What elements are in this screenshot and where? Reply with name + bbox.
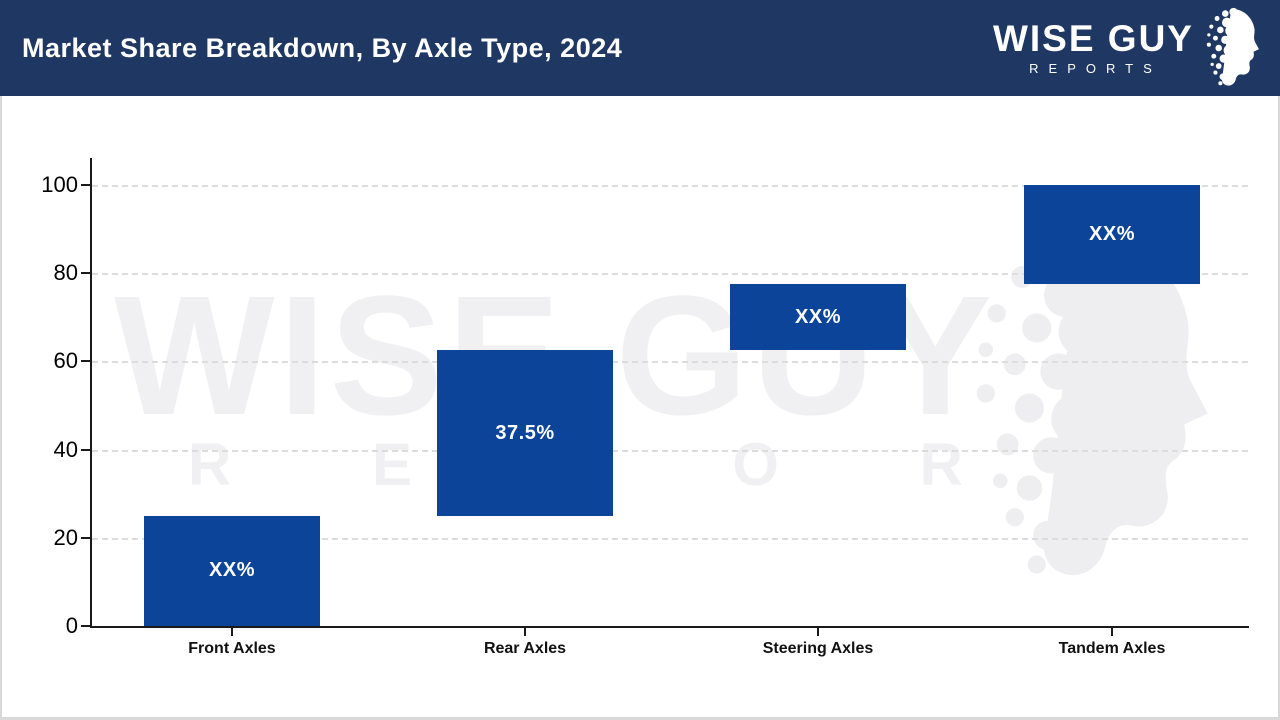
gridline-80 [92,273,1248,276]
y-tick-label-60: 60 [53,348,78,374]
y-tick-40 [81,448,90,451]
x-label-3: Tandem Axles [1058,640,1166,657]
y-tick-0 [81,625,90,627]
y-tick-80 [81,272,90,275]
y-tick-100 [81,184,90,186]
bar-value-label: XX% [1089,223,1135,246]
logo-text: WISE GUY REPORTS [992,18,1194,76]
x-tick-0 [231,628,233,636]
logo-wiseguy-label: WISE GUY [992,18,1194,60]
x-label-0: Front Axles [188,640,276,657]
x-tick-2 [817,628,819,636]
page-title: Market Share Breakdown, By Axle Type, 20… [22,32,623,63]
gridline-60 [92,361,1248,364]
x-label-1: Rear Axles [483,640,567,657]
wise-guy-logo: WISE GUY REPORTS [993,7,1264,89]
y-tick-label-0: 0 [65,613,78,638]
bar-front-axles: XX% [144,515,320,626]
y-tick-label-20: 20 [53,524,78,550]
gridline-100 [92,185,1248,187]
y-tick-label-40: 40 [53,436,78,462]
bar-tandem-axles: XX% [1024,185,1200,285]
logo-reports-label: REPORTS [1029,60,1162,76]
gridline-40 [92,449,1248,452]
y-tick-label-80: 80 [53,260,78,286]
logo-head-icon [1206,7,1259,86]
y-tick-60 [81,360,90,363]
bar-steering-axles: XX% [730,284,906,351]
header-bar: Market Share Breakdown, By Axle Type, 20… [0,0,1280,96]
y-tick-20 [81,536,90,539]
y-axis-line [90,158,92,626]
x-label-2: Steering Axles [762,640,874,657]
bar-value-label: 37.5% [495,421,555,444]
x-tick-1 [524,628,526,636]
bar-value-label: XX% [209,559,255,582]
bar-value-label: XX% [795,305,841,328]
x-axis-line [90,626,1249,628]
y-tick-label-100: 100 [41,172,78,197]
x-tick-3 [1111,628,1113,636]
bar-rear-axles: 37.5% [437,350,613,516]
gridline-20 [92,537,1248,540]
